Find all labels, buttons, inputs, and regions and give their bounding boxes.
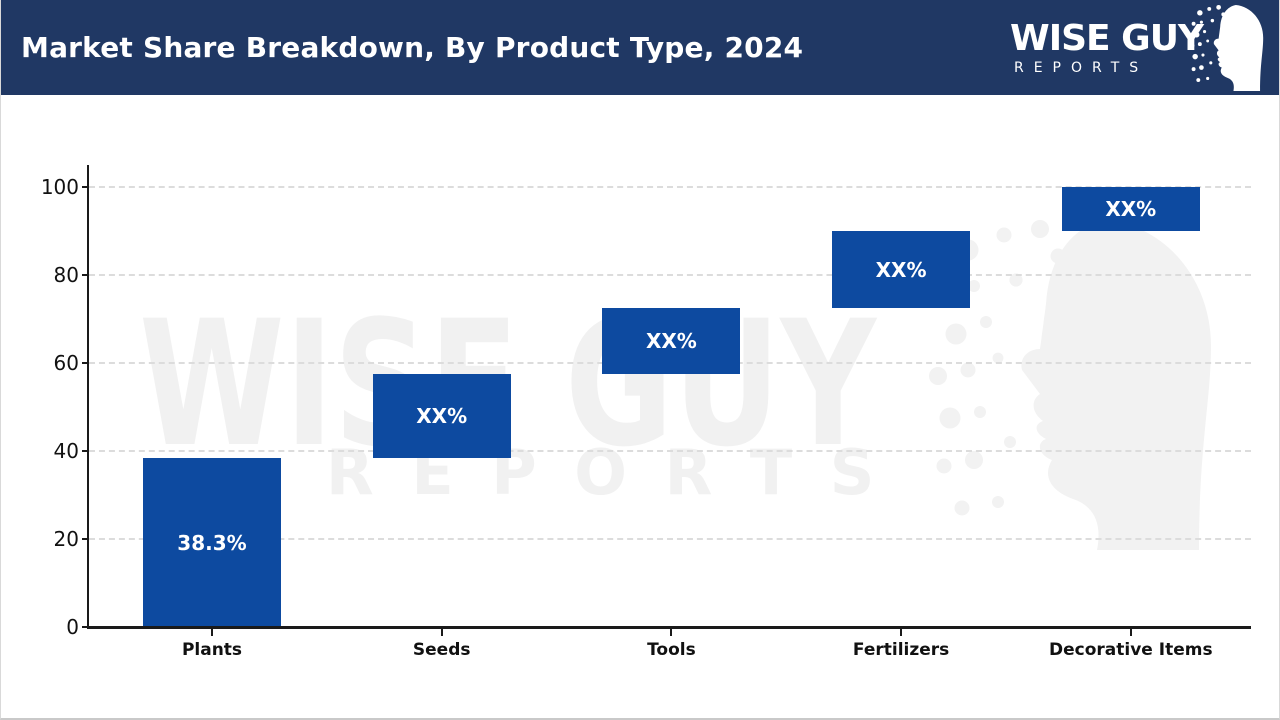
y-tick-label: 20 xyxy=(53,527,79,551)
y-axis xyxy=(87,165,89,629)
x-axis-tick xyxy=(1129,629,1132,636)
bar-seeds: XX% xyxy=(372,374,511,459)
y-tick-label: 100 xyxy=(40,175,79,199)
y-tick-label: 0 xyxy=(66,615,79,639)
x-tick-label: Tools xyxy=(647,640,696,660)
bar-value-label: 38.3% xyxy=(177,530,247,555)
x-axis-tick xyxy=(670,629,673,636)
x-axis-tick xyxy=(211,629,213,636)
logo-subtitle: REPORTS xyxy=(1013,59,1149,76)
x-axis xyxy=(87,626,1251,629)
bar-plants: 38.3% xyxy=(143,458,281,627)
y-axis-tick xyxy=(82,450,89,452)
y-axis-tick xyxy=(82,274,89,276)
bar-value-label: XX% xyxy=(1105,197,1157,221)
y-tick-label: 60 xyxy=(53,351,79,375)
wiseguy-head-icon xyxy=(1187,5,1269,91)
page-title: Market Share Breakdown, By Product Type,… xyxy=(21,31,804,64)
y-axis-tick xyxy=(82,538,89,540)
logo-wordmark: WISE GUY xyxy=(1009,17,1204,59)
bar-fertilizers: XX% xyxy=(832,231,971,308)
x-tick-label: Seeds xyxy=(412,640,471,660)
x-tick-label: Fertilizers xyxy=(852,640,950,660)
wiseguy-logo: WISE GUY REPORTS xyxy=(1010,4,1269,92)
bar-value-label: XX% xyxy=(875,257,927,282)
gridline xyxy=(89,538,1251,540)
bar-tools: XX% xyxy=(602,308,741,374)
y-axis-tick xyxy=(82,626,89,628)
header: Market Share Breakdown, By Product Type,… xyxy=(1,0,1279,95)
y-tick-label: 40 xyxy=(53,439,79,463)
logo-text: WISE GUY REPORTS xyxy=(1009,17,1204,76)
x-axis-tick xyxy=(440,629,443,636)
bar-decorative-items: XX% xyxy=(1061,187,1200,231)
y-axis-tick xyxy=(82,186,89,188)
y-tick-label: 80 xyxy=(53,263,79,287)
x-tick-label: Plants xyxy=(181,640,243,660)
y-axis-tick xyxy=(82,362,89,364)
bar-value-label: XX% xyxy=(416,404,468,429)
gridline xyxy=(89,186,1251,188)
x-axis-tick xyxy=(900,629,903,636)
gridline xyxy=(89,274,1251,276)
bar-value-label: XX% xyxy=(645,329,697,353)
gridline xyxy=(89,450,1251,452)
x-tick-label: Decorative Items xyxy=(1049,640,1213,660)
